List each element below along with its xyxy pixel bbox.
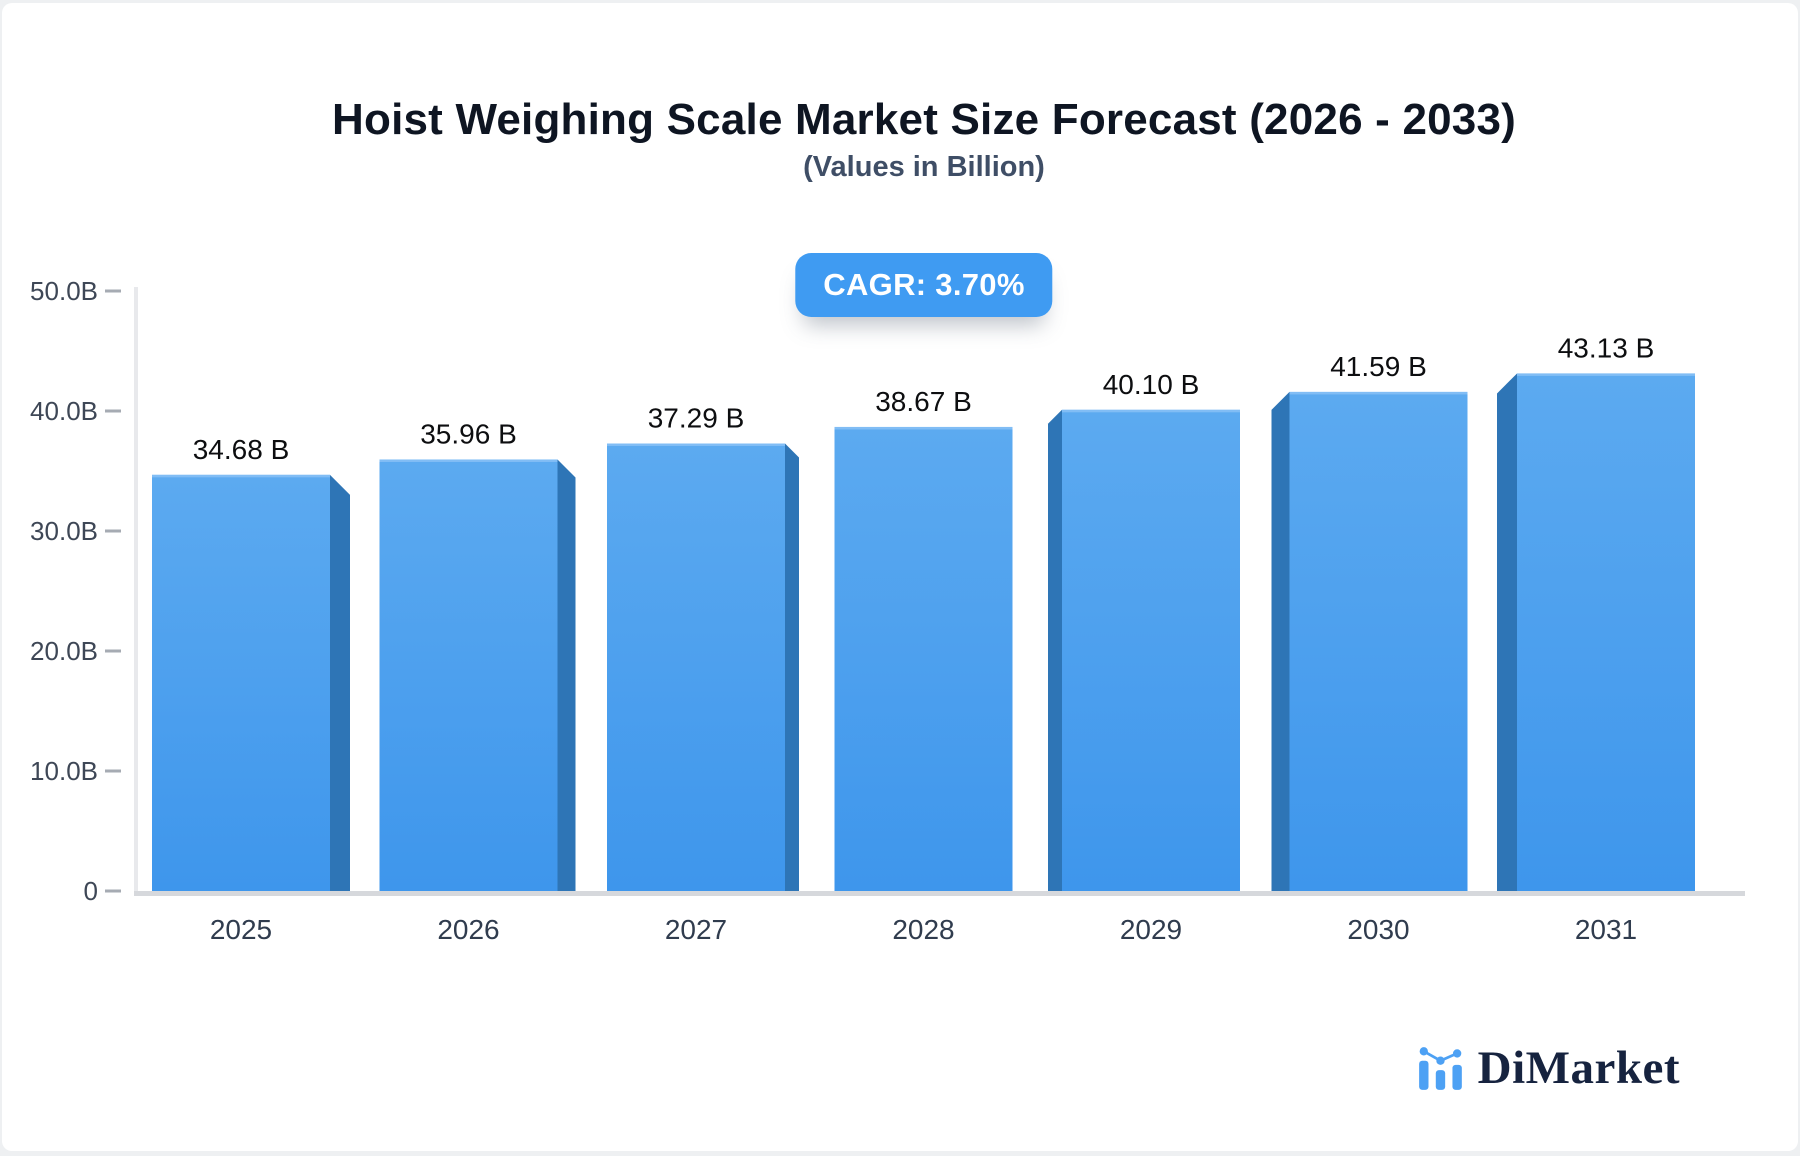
x-axis-label: 2027 <box>665 914 727 945</box>
bar-top-highlight <box>1517 373 1695 376</box>
x-axis-baseline <box>134 891 1745 896</box>
bar-front-face <box>834 426 1013 891</box>
chart-subtitle: (Values in Billion) <box>803 151 1045 183</box>
bar-chart-trend-icon <box>1418 1047 1462 1090</box>
bar-group-2031: 43.13 B 2031 <box>1497 332 1695 945</box>
bar-side-face <box>330 474 350 891</box>
y-tick-label: 0 <box>84 876 98 906</box>
bar-group-2025: 34.68 B 2025 <box>152 434 350 945</box>
chart-area: 0 10.0B 20.0B 30.0B 40.0B 50.0B 34.68 B 2025 35.… <box>2 233 1800 963</box>
x-axis-label: 2026 <box>437 914 499 945</box>
bar-top-highlight <box>607 443 785 447</box>
bar-value-label: 35.96 B <box>420 418 517 449</box>
logo-bars <box>1418 1060 1462 1090</box>
y-tick-label: 10.0B <box>30 756 98 786</box>
y-tick-label: 40.0B <box>30 396 98 426</box>
bar-side-face <box>1048 409 1062 891</box>
y-tick-label: 20.0B <box>30 636 98 666</box>
y-tick-mark <box>105 409 121 413</box>
bar-group-2028: 38.67 B 2028 <box>834 386 1013 945</box>
y-tick-mark <box>105 529 121 533</box>
bar-top-highlight <box>1062 409 1240 413</box>
bar-front-face <box>152 474 330 891</box>
y-tick-mark <box>105 289 121 293</box>
bar-top-highlight <box>152 474 330 478</box>
bar-value-label: 41.59 B <box>1330 351 1427 382</box>
x-axis-label: 2031 <box>1575 914 1637 945</box>
bar-side-face <box>785 443 799 891</box>
y-tick-mark <box>105 649 121 653</box>
bar-group-2030: 41.59 B 2030 <box>1271 351 1468 945</box>
bar-side-face <box>1271 391 1290 891</box>
market-bar-chart: 0 10.0B 20.0B 30.0B 40.0B 50.0B 34.68 B 2025 35.… <box>30 276 1745 945</box>
chart-title: Hoist Weighing Scale Market Size Forecas… <box>332 95 1516 144</box>
bar-side-face <box>557 459 576 891</box>
chart-card: Hoist Weighing Scale Market Size Forecas… <box>2 3 1798 1151</box>
bar-top-highlight <box>1289 391 1468 395</box>
bar-value-label: 38.67 B <box>875 386 972 417</box>
cagr-badge: CAGR: 3.70% <box>795 253 1053 317</box>
bar-top-highlight <box>834 426 1013 430</box>
bar-side-face <box>1497 373 1517 891</box>
y-axis: 0 10.0B 20.0B 30.0B 40.0B 50.0B <box>30 276 138 906</box>
bar-front-face <box>379 459 558 891</box>
y-tick-mark <box>105 769 121 773</box>
dimarket-logo: DiMarket <box>1416 1039 1680 1097</box>
bar-value-label: 43.13 B <box>1558 332 1655 363</box>
bar-group-2027: 37.29 B 2027 <box>607 403 799 945</box>
bar-front-face <box>607 443 785 891</box>
y-tick-label: 30.0B <box>30 516 98 546</box>
x-axis-label: 2025 <box>210 914 272 945</box>
dimarket-logo-text: DiMarket <box>1477 1042 1680 1094</box>
y-tick-label: 50.0B <box>30 276 98 306</box>
x-axis-label: 2030 <box>1347 914 1409 945</box>
bar-value-label: 34.68 B <box>193 434 290 465</box>
bar-value-label: 37.29 B <box>648 403 745 434</box>
bar-front-face <box>1517 373 1695 891</box>
y-axis-line <box>134 287 138 895</box>
y-tick-mark <box>105 889 121 893</box>
bar-front-face <box>1289 391 1468 891</box>
x-axis-label: 2029 <box>1120 914 1182 945</box>
x-axis-label: 2028 <box>892 914 954 945</box>
bar-front-face <box>1062 409 1240 891</box>
bar-value-label: 40.10 B <box>1103 369 1200 400</box>
logo-trend-line <box>1419 1047 1461 1065</box>
bar-top-highlight <box>379 459 558 462</box>
bar-group-2026: 35.96 B 2026 <box>379 418 576 945</box>
bar-group-2029: 40.10 B 2029 <box>1048 369 1240 945</box>
